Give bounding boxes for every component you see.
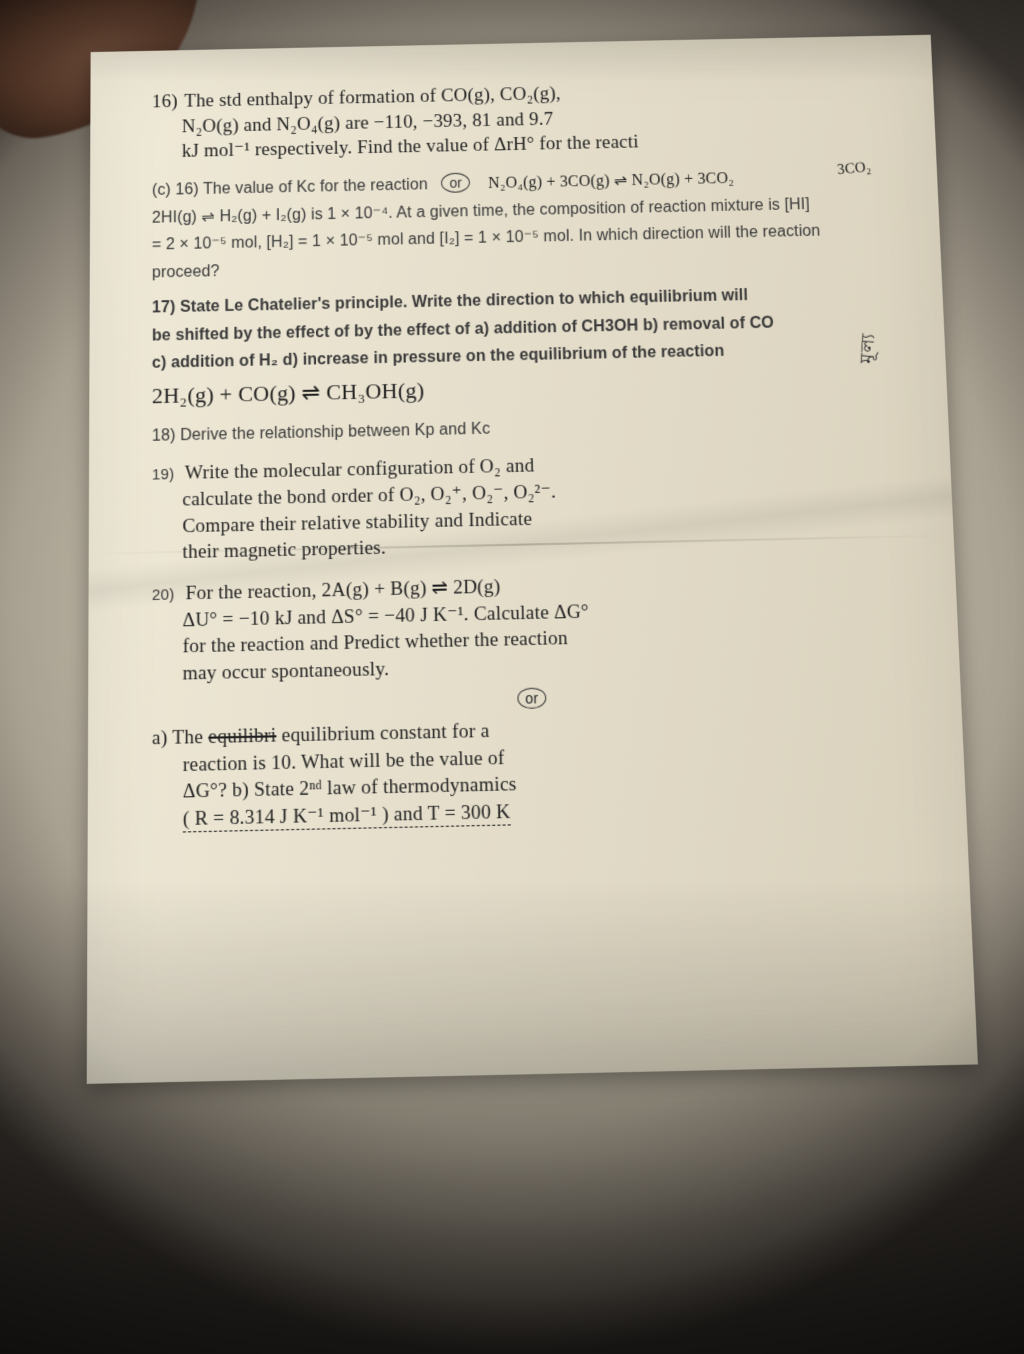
q20-l2: ΔU° = −10 kJ and ΔS° = −40 J K⁻¹. Calcul… xyxy=(183,601,590,631)
q20: 20) For the reaction, 2A(g) + B(g) ⇌ 2D(… xyxy=(152,565,917,834)
q20-l1: For the reaction, 2A(g) + B(g) ⇌ 2D(g) xyxy=(185,576,500,604)
q16-printed: (c) 16) The value of Kc for the reaction… xyxy=(152,164,893,284)
q18: 18) Derive the relationship between Kp a… xyxy=(152,410,900,448)
q19-num: 19) xyxy=(152,465,180,486)
q16-num: 16) xyxy=(152,89,180,115)
q20-l4: may occur spontaneously. xyxy=(183,658,390,684)
photo-surface: 16) The std enthalpy of formation of CO(… xyxy=(0,0,1024,1354)
or-badge: or xyxy=(441,172,470,192)
q18-text: 18) Derive the relationship between Kp a… xyxy=(152,410,900,448)
q20-a3: reaction is 10. What will be the value o… xyxy=(183,747,505,776)
margin-doodle: মূল্য xyxy=(853,332,886,365)
q20-or: or xyxy=(517,688,547,710)
q16-print-prefix: (c) 16) The value of Kc for the reaction xyxy=(152,176,428,199)
q19-l2: calculate the bond order of O₂, O₂⁺, O₂⁻… xyxy=(182,481,556,510)
q20-l3: for the reaction and Predict whether the… xyxy=(183,628,569,658)
q20-a1: a) The xyxy=(152,726,203,749)
q20-a4: ΔG°? b) State 2ⁿᵈ law of thermodynamics xyxy=(183,774,517,803)
q16-hand-l1: The std enthalpy of formation of CO(g), … xyxy=(184,83,561,111)
q20-num: 20) xyxy=(152,585,181,607)
q20-a5: ( R = 8.314 J K⁻¹ mol⁻¹ ) and T = 300 K xyxy=(183,801,511,832)
q16-handwritten: 16) The std enthalpy of formation of CO(… xyxy=(152,75,888,166)
side-note-3co2: 3CO₂ xyxy=(836,157,872,180)
exam-paper: 16) The std enthalpy of formation of CO(… xyxy=(87,35,978,1084)
q20-a2: equilibrium constant for a xyxy=(281,720,489,747)
q16-rxn: N₂O₄(g) + 3CO(g) ⇌ N₂O(g) + 3CO₂ xyxy=(488,170,734,192)
q16-hand-l3: kJ mol⁻¹ respectively. Find the value of… xyxy=(182,132,639,162)
q20-a-strike: equilibri xyxy=(208,725,276,749)
q19-l3: Compare their relative stability and Ind… xyxy=(182,508,532,537)
q16-hand-l2: N₂O(g) and N₂O₄(g) are −110, −393, 81 an… xyxy=(182,109,554,137)
q17: 17) State Le Chatelier's principle. Writ… xyxy=(152,282,899,411)
q19-l1: Write the molecular configuration of O₂ … xyxy=(185,456,535,485)
